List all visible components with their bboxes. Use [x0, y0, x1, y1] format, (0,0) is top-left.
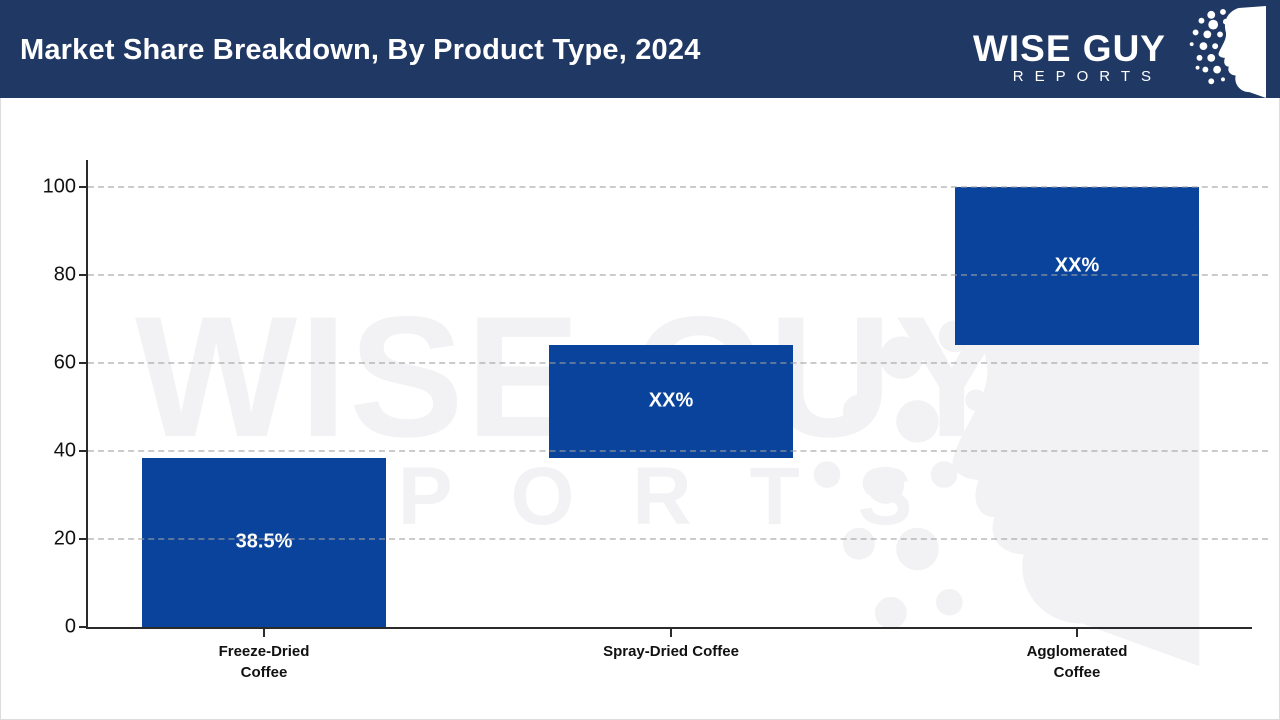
x-tick-mark — [263, 629, 265, 637]
y-tick-mark — [79, 450, 87, 452]
y-tick-mark — [79, 362, 87, 364]
x-category-label: Spray-Dried Coffee — [511, 641, 831, 662]
y-tick-mark — [79, 538, 87, 540]
x-category-label-line: Freeze-Dried — [218, 643, 310, 660]
x-tick-mark — [670, 629, 672, 637]
chart-title: Market Share Breakdown, By Product Type,… — [20, 34, 701, 66]
bar-value-label: XX% — [1054, 254, 1100, 277]
bar-value-label: 38.5% — [235, 530, 293, 553]
bar-spray-dried-coffee: XX% — [549, 345, 793, 458]
x-axis-spine — [86, 627, 1252, 629]
x-category-label-line: Spray-Dried Coffee — [603, 643, 739, 660]
bar-agglomerated-coffee: XX% — [955, 187, 1199, 346]
x-category-label-line: Coffee — [240, 664, 288, 681]
bar-freeze-dried-coffee: 38.5% — [142, 457, 386, 627]
y-tick-label: 20 — [53, 527, 76, 550]
x-tick-mark — [1076, 629, 1078, 637]
gridline-100 — [88, 186, 1268, 188]
brand-logo: WISE GUY REPORTS — [973, 4, 1266, 98]
gridline-20 — [88, 538, 1268, 540]
x-category-label-line: Agglomerated — [1026, 643, 1128, 660]
gridline-80 — [88, 274, 1268, 276]
brand-subtitle: REPORTS — [1012, 68, 1162, 85]
wiseguy-face-icon — [1189, 6, 1266, 98]
y-axis-spine — [86, 160, 88, 629]
gridline-60 — [88, 362, 1268, 364]
header-band: Market Share Breakdown, By Product Type,… — [0, 0, 1280, 98]
y-tick-label: 0 — [64, 615, 76, 638]
y-tick-label: 40 — [53, 439, 76, 462]
y-tick-label: 60 — [53, 351, 76, 374]
y-tick-mark — [79, 626, 87, 628]
y-tick-label: 100 — [42, 175, 76, 198]
bar-value-label: XX% — [648, 389, 694, 412]
gridline-40 — [88, 450, 1268, 452]
x-category-label: Freeze-Dried Coffee — [104, 641, 424, 683]
y-tick-label: 80 — [53, 263, 76, 286]
y-tick-mark — [79, 274, 87, 276]
brand-name: WISE GUY — [972, 28, 1166, 69]
x-category-label: Agglomerated Coffee — [917, 641, 1237, 683]
y-tick-mark — [79, 186, 87, 188]
x-category-label-line: Coffee — [1053, 664, 1101, 681]
chart-area: WISE GUY REPORTS 38.5% XX% XX% 0 20 40 60 80 100… — [0, 98, 1280, 720]
